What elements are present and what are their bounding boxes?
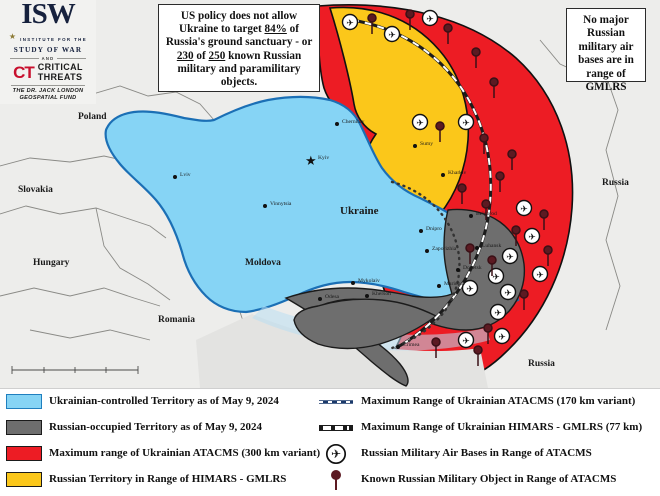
logo-rule xyxy=(11,85,85,86)
star-icon: ★ xyxy=(8,32,17,41)
policy-stat-total: 250 xyxy=(208,49,226,62)
airplane-circle-icon: ✈ xyxy=(318,443,354,465)
ukraine-controlled-territory xyxy=(104,95,520,314)
legend-item-air-bases: ✈ Russian Military Air Bases in Range of… xyxy=(318,443,660,465)
legend-item-ukrainian-territory: Ukrainian-controlled Territory as of May… xyxy=(6,391,336,413)
isw-ct-logo: ISW ★ INSTITUTE FOR THE STUDY OF WAR AND… xyxy=(0,0,96,104)
svg-text:✈: ✈ xyxy=(506,253,514,263)
policy-text-1: US policy does not allow Ukraine to targ… xyxy=(179,10,298,36)
policy-text-4: known Russian military and paramilitary … xyxy=(177,49,302,89)
svg-text:✈: ✈ xyxy=(536,271,544,281)
legend-label-military-object: Known Russian Military Object in Range o… xyxy=(361,473,617,485)
policy-stat-percent: 84% xyxy=(264,23,287,36)
atacms-170km-dash xyxy=(351,19,492,349)
legend-label-ukrainian-territory: Ukrainian-controlled Territory as of May… xyxy=(49,395,279,407)
legend-item-atacms-300: Maximum range of Ukrainian ATACMS (300 k… xyxy=(6,443,336,465)
svg-text:✈: ✈ xyxy=(528,233,536,243)
legend-item-himars-gmlrs: Russian Territory in Range of HIMARS - G… xyxy=(6,469,336,491)
legend-column-left: Ukrainian-controlled Territory as of May… xyxy=(6,391,336,495)
city-dot-crimea xyxy=(396,345,400,349)
svg-text:✈: ✈ xyxy=(346,19,354,29)
city-dot-dnipro xyxy=(419,229,423,233)
svg-text:✈: ✈ xyxy=(426,15,434,25)
city-dot-mariupol xyxy=(437,284,441,288)
legend-label-himars-gmlrs: Russian Territory in Range of HIMARS - G… xyxy=(49,473,287,485)
divider-line-left xyxy=(10,58,39,59)
svg-text:✈: ✈ xyxy=(498,333,506,343)
svg-text:✈: ✈ xyxy=(494,309,502,319)
scale-bar xyxy=(11,366,139,374)
red-swatch-icon xyxy=(6,446,42,461)
dashed-line-icon xyxy=(318,393,354,411)
city-dot-chernihiv xyxy=(335,122,339,126)
legend-item-russian-occupied: Russian-occupied Territory as of May 9, … xyxy=(6,417,336,439)
city-dot-luhansk xyxy=(475,246,479,250)
policy-callout-box: US policy does not allow Ukraine to targ… xyxy=(158,4,320,92)
logo-connector: AND xyxy=(41,56,55,61)
legend-label-atacms-170: Maximum Range of Ukrainian ATACMS (170 k… xyxy=(361,395,636,407)
legend-item-atacms-170: Maximum Range of Ukrainian ATACMS (170 k… xyxy=(318,391,660,413)
legend-item-military-object: Known Russian Military Object in Range o… xyxy=(318,469,660,491)
map-legend: Ukrainian-controlled Territory as of May… xyxy=(0,388,660,496)
svg-text:✈: ✈ xyxy=(462,119,470,129)
svg-text:✈: ✈ xyxy=(492,273,500,283)
svg-text:✈: ✈ xyxy=(416,119,424,129)
city-dot-vinnytsia xyxy=(263,204,267,208)
legend-column-right: Maximum Range of Ukrainian ATACMS (170 k… xyxy=(318,391,660,495)
city-dot-sumy xyxy=(413,144,417,148)
policy-text-2: of Russia's ground sanctuary - or xyxy=(165,23,313,49)
map-graphics: ✈✈ ✈✈ ✈✈ ✈✈ ✈✈ ✈✈ ✈✈ ✈ xyxy=(0,4,621,388)
svg-text:✈: ✈ xyxy=(388,31,396,41)
svg-text:✈: ✈ xyxy=(520,205,528,215)
svg-text:✈: ✈ xyxy=(462,337,470,347)
fund-line-1: THE DR. JACK LONDON xyxy=(12,88,84,94)
isw-tagline-small: INSTITUTE FOR THE xyxy=(20,37,88,42)
ct-wordmark: CRITICAL THREATS xyxy=(37,62,83,82)
critical-threats-logo: CT CRITICAL THREATS xyxy=(4,62,92,82)
air-base-markers: ✈✈ ✈✈ ✈✈ ✈✈ ✈✈ ✈✈ ✈✈ ✈ xyxy=(341,9,549,349)
legend-item-gmlrs-77: Maximum Range of Ukrainian HIMARS - GMLR… xyxy=(318,417,660,439)
city-dot-kherson xyxy=(365,294,369,298)
svg-text:✈: ✈ xyxy=(504,289,512,299)
air-bases-callout-box: No major Russian military air bases are … xyxy=(566,8,646,93)
city-dot-odesa xyxy=(318,297,322,301)
isw-star-row: ★ INSTITUTE FOR THE xyxy=(4,28,92,46)
city-dot-kharkiv xyxy=(441,173,445,177)
ct-monogram: CT xyxy=(13,63,35,82)
ct-line-1: CRITICAL xyxy=(37,62,83,72)
isw-acronym: ISW xyxy=(21,0,75,30)
isw-tagline-large: STUDY OF WAR xyxy=(13,46,83,54)
dash-dot-line-icon xyxy=(318,419,354,437)
policy-stat-count: 230 xyxy=(176,49,194,62)
crimea-occupied xyxy=(293,298,438,350)
logo-divider: AND xyxy=(10,56,86,61)
policy-text-3: of xyxy=(193,49,209,62)
city-dot-belgorod xyxy=(469,214,473,218)
blue-swatch-icon xyxy=(6,394,42,409)
gray-swatch-icon xyxy=(6,420,42,435)
ct-line-2: THREATS xyxy=(37,71,83,82)
divider-line-right xyxy=(57,58,86,59)
city-dot-mykolaiv xyxy=(351,281,355,285)
map-pin-icon xyxy=(318,470,354,490)
legend-label-air-bases: Russian Military Air Bases in Range of A… xyxy=(361,447,592,459)
fund-credit: THE DR. JACK LONDON GEOSPATIAL FUND xyxy=(4,88,92,103)
city-dot-lviv xyxy=(173,175,177,179)
map-canvas[interactable]: ✈ ✈ ✈ ✈ ✈ ✈ ✈ ✈ ✈ ✈ ✈ ✈ ✈ ✈ ✈ xyxy=(0,0,660,388)
fund-line-2: GEOSPATIAL FUND xyxy=(19,95,77,102)
svg-text:✈: ✈ xyxy=(331,447,341,461)
legend-label-atacms-300: Maximum range of Ukrainian ATACMS (300 k… xyxy=(49,447,321,459)
military-object-pins xyxy=(367,9,553,366)
legend-label-gmlrs-77: Maximum Range of Ukrainian HIMARS - GMLR… xyxy=(361,421,643,433)
city-dot-zaporizhia xyxy=(425,249,429,253)
yellow-swatch-icon xyxy=(6,472,42,487)
legend-label-russian-occupied: Russian-occupied Territory as of May 9, … xyxy=(49,421,262,433)
svg-text:✈: ✈ xyxy=(466,285,474,295)
city-dot-donetsk xyxy=(456,268,460,272)
russian-occupied-territory xyxy=(284,208,526,387)
